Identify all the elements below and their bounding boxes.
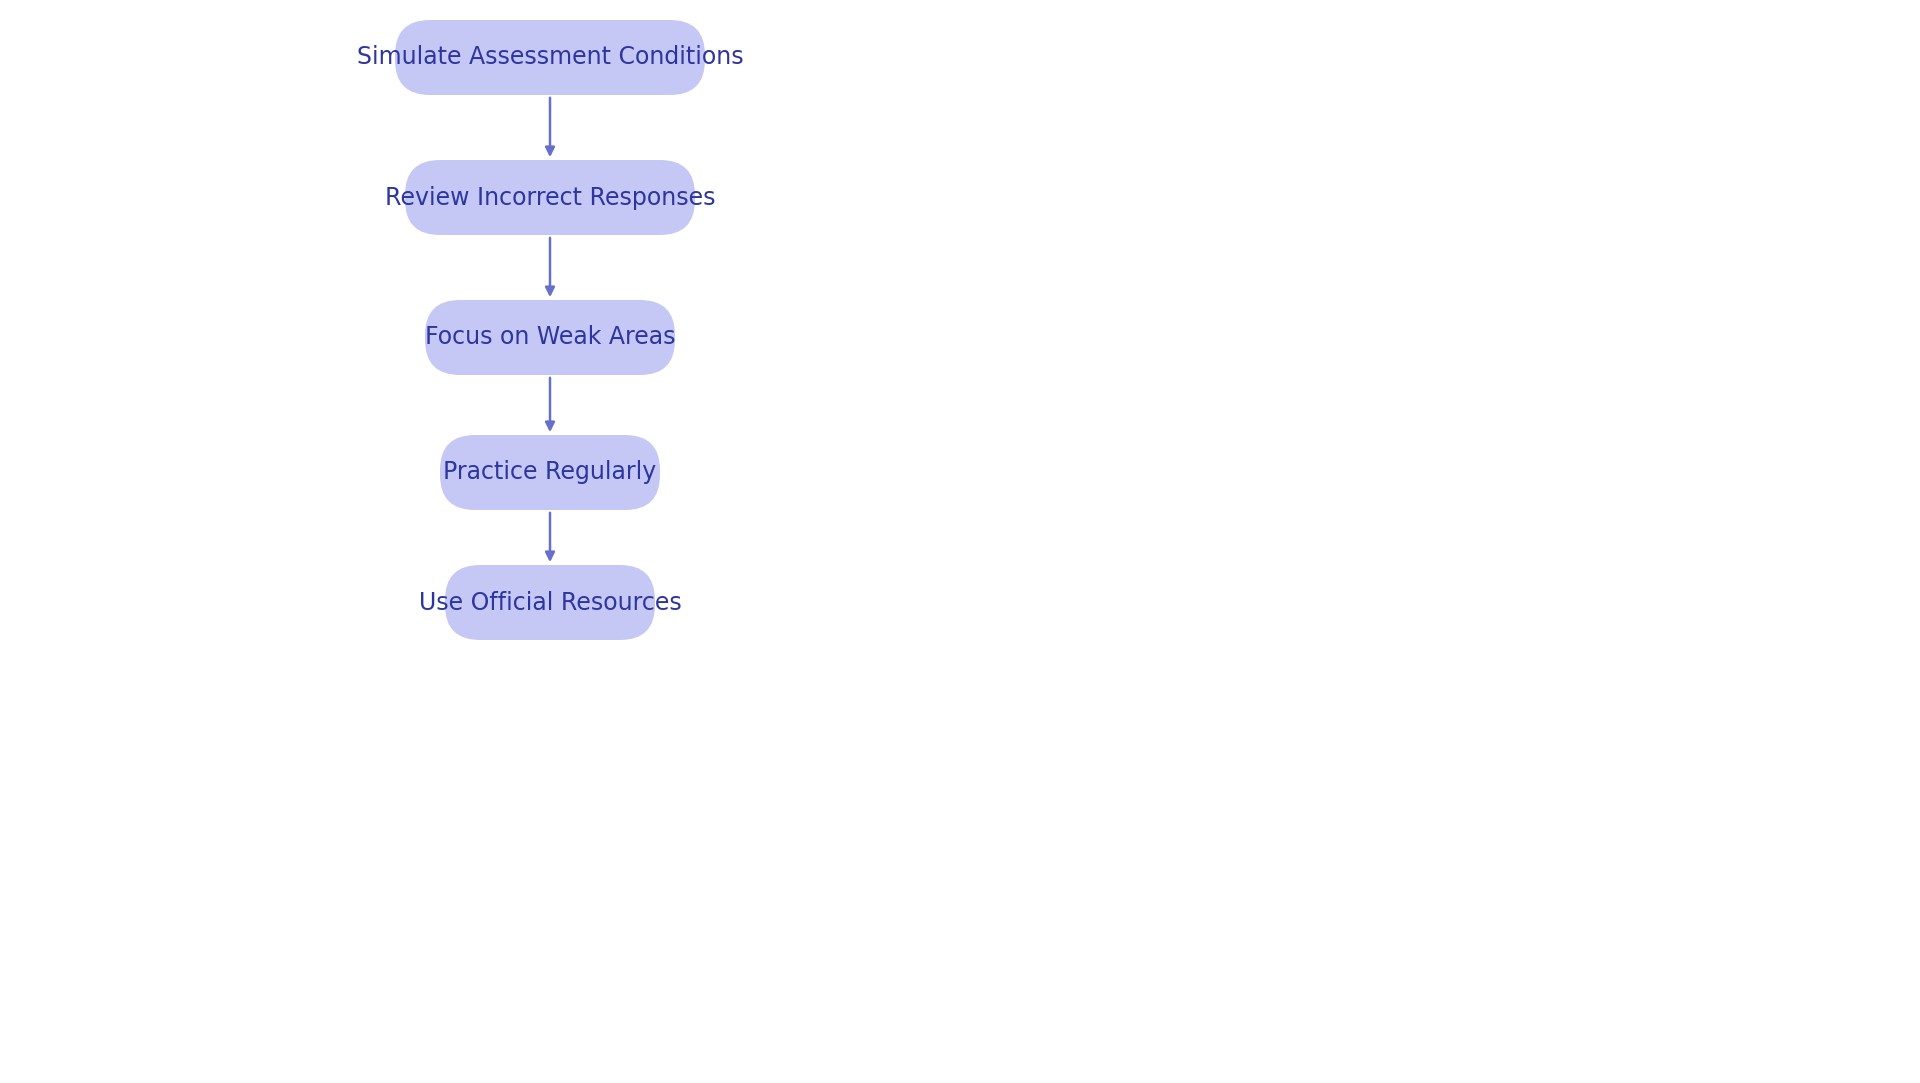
FancyBboxPatch shape (405, 160, 695, 235)
Text: Practice Regularly: Practice Regularly (444, 460, 657, 484)
Text: Focus on Weak Areas: Focus on Weak Areas (424, 326, 676, 350)
Text: Simulate Assessment Conditions: Simulate Assessment Conditions (357, 45, 743, 69)
FancyBboxPatch shape (424, 300, 676, 375)
FancyBboxPatch shape (396, 19, 705, 95)
FancyBboxPatch shape (440, 435, 660, 510)
Text: Use Official Resources: Use Official Resources (419, 590, 682, 614)
Text: Review Incorrect Responses: Review Incorrect Responses (384, 185, 716, 209)
FancyBboxPatch shape (445, 565, 655, 640)
